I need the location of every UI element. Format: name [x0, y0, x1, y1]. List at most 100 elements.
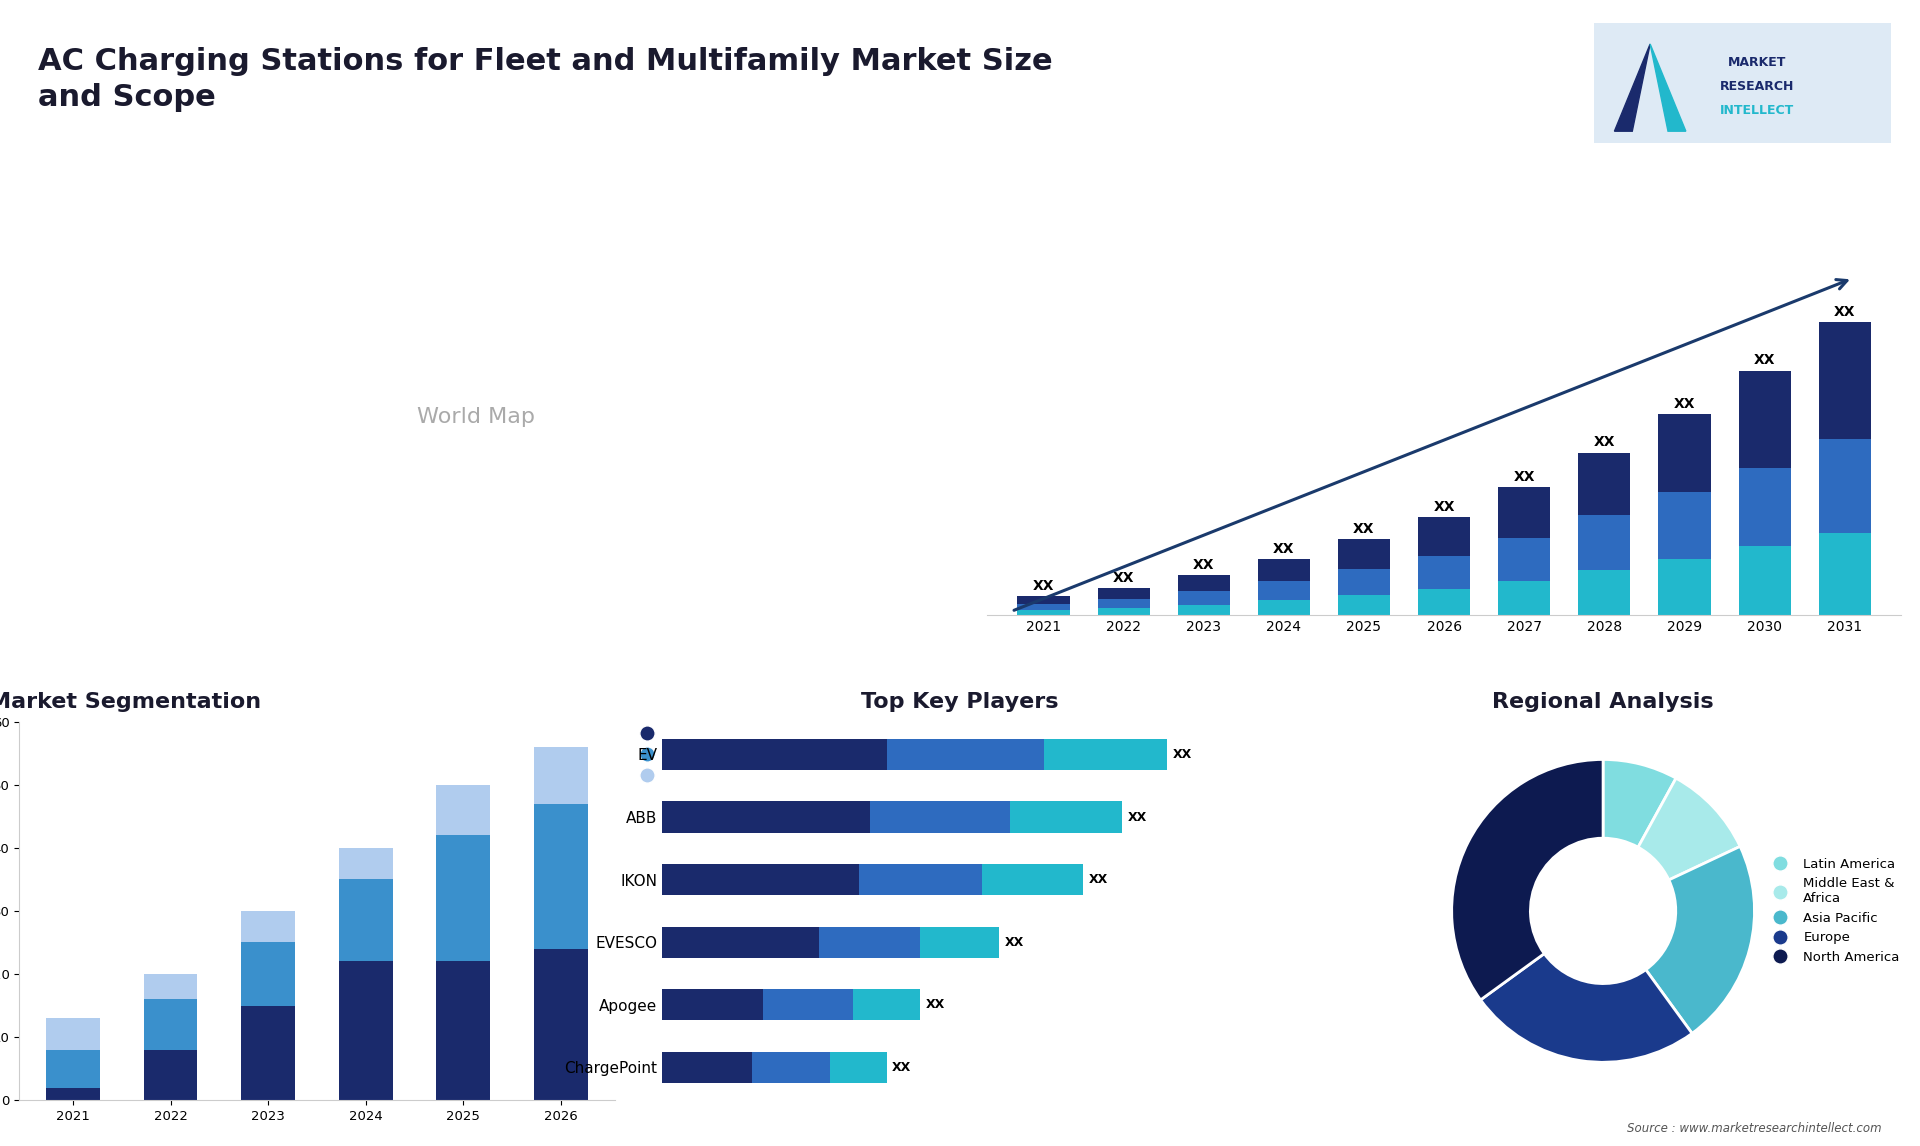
Bar: [1578, 515, 1630, 570]
Bar: [144, 999, 198, 1050]
Bar: [858, 864, 981, 895]
Text: XX: XX: [1834, 305, 1855, 319]
Bar: [144, 1050, 198, 1100]
Text: XX: XX: [1513, 470, 1534, 484]
Title: Top Key Players: Top Key Players: [862, 692, 1058, 712]
Bar: [1419, 517, 1471, 556]
Bar: [1177, 605, 1231, 615]
Text: XX: XX: [1354, 523, 1375, 536]
Bar: [1177, 575, 1231, 591]
Bar: [1258, 601, 1309, 615]
Wedge shape: [1480, 953, 1692, 1062]
Text: XX: XX: [1004, 935, 1023, 949]
Legend: Latin America, Middle East &
Africa, Asia Pacific, Europe, North America: Latin America, Middle East & Africa, Asi…: [1761, 853, 1905, 970]
Text: INTELLECT: INTELLECT: [1720, 103, 1795, 117]
Text: Source : www.marketresearchintellect.com: Source : www.marketresearchintellect.com: [1626, 1122, 1882, 1135]
Bar: [46, 1018, 100, 1050]
Bar: [1044, 739, 1167, 770]
Bar: [436, 835, 490, 961]
Bar: [1818, 439, 1870, 533]
Text: MARKET: MARKET: [1728, 55, 1786, 69]
Bar: [1498, 487, 1549, 537]
Bar: [1738, 547, 1791, 615]
Text: RESEARCH: RESEARCH: [1720, 79, 1795, 93]
Text: XX: XX: [1434, 500, 1455, 513]
Bar: [852, 989, 920, 1020]
Bar: [242, 942, 296, 1005]
Bar: [1578, 453, 1630, 515]
Bar: [662, 864, 858, 895]
Bar: [1419, 589, 1471, 615]
Bar: [1018, 604, 1069, 611]
Bar: [1498, 537, 1549, 581]
Text: Market Segmentation: Market Segmentation: [0, 692, 261, 712]
Bar: [887, 739, 1044, 770]
Bar: [1659, 493, 1711, 559]
Text: XX: XX: [925, 998, 945, 1011]
Bar: [1098, 609, 1150, 615]
Bar: [662, 739, 887, 770]
Bar: [1098, 588, 1150, 598]
Polygon shape: [1649, 44, 1686, 131]
Bar: [981, 864, 1083, 895]
Bar: [662, 989, 764, 1020]
Bar: [242, 911, 296, 942]
Bar: [1818, 533, 1870, 615]
Text: XX: XX: [1594, 435, 1615, 449]
Bar: [1258, 581, 1309, 601]
Bar: [46, 1088, 100, 1100]
Bar: [1018, 596, 1069, 604]
Text: XX: XX: [1033, 579, 1054, 594]
Wedge shape: [1645, 847, 1755, 1034]
Bar: [1258, 559, 1309, 581]
Bar: [662, 1052, 753, 1083]
Bar: [436, 785, 490, 835]
Bar: [1177, 591, 1231, 605]
Bar: [1098, 598, 1150, 609]
Text: XX: XX: [1192, 558, 1215, 572]
Bar: [753, 1052, 831, 1083]
Wedge shape: [1603, 760, 1676, 847]
Bar: [1338, 540, 1390, 568]
Text: World Map: World Map: [417, 407, 536, 427]
Bar: [338, 961, 392, 1100]
Bar: [764, 989, 852, 1020]
Text: XX: XX: [893, 1061, 912, 1074]
Bar: [534, 747, 588, 803]
Bar: [1659, 415, 1711, 493]
Bar: [1338, 568, 1390, 595]
Bar: [242, 1005, 296, 1100]
Bar: [870, 801, 1010, 833]
FancyBboxPatch shape: [1590, 19, 1895, 147]
Bar: [338, 879, 392, 961]
Bar: [436, 961, 490, 1100]
Bar: [1498, 581, 1549, 615]
Wedge shape: [1638, 778, 1740, 880]
Bar: [662, 801, 870, 833]
Text: XX: XX: [1674, 398, 1695, 411]
Legend: Type, Application, Geography: Type, Application, Geography: [628, 721, 755, 788]
Bar: [1338, 595, 1390, 615]
Bar: [831, 1052, 887, 1083]
Bar: [534, 803, 588, 949]
Title: Regional Analysis: Regional Analysis: [1492, 692, 1715, 712]
Bar: [920, 926, 998, 958]
Text: XX: XX: [1114, 571, 1135, 584]
Text: AC Charging Stations for Fleet and Multifamily Market Size
and Scope: AC Charging Stations for Fleet and Multi…: [38, 47, 1052, 112]
Wedge shape: [1452, 760, 1603, 1000]
Bar: [1659, 559, 1711, 615]
Polygon shape: [1615, 44, 1649, 131]
Text: XX: XX: [1273, 542, 1294, 556]
Bar: [1818, 322, 1870, 439]
Bar: [46, 1050, 100, 1088]
Text: XX: XX: [1089, 873, 1108, 886]
Bar: [1010, 801, 1121, 833]
Text: XX: XX: [1173, 748, 1192, 761]
Bar: [820, 926, 920, 958]
Bar: [338, 848, 392, 879]
Bar: [662, 926, 820, 958]
Bar: [1738, 370, 1791, 469]
Bar: [1738, 469, 1791, 547]
Bar: [1018, 611, 1069, 615]
Bar: [1578, 570, 1630, 615]
